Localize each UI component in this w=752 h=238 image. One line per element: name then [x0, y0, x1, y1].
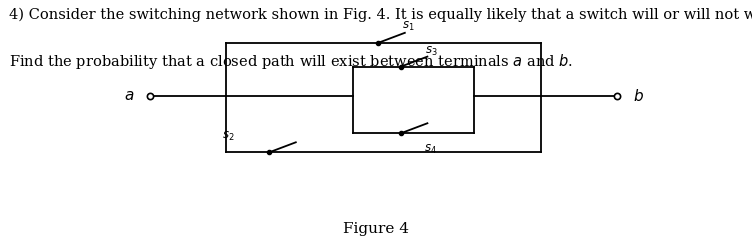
Text: $s_3$: $s_3$	[425, 45, 437, 58]
Text: $s_4$: $s_4$	[424, 143, 438, 157]
Text: $s_2$: $s_2$	[222, 130, 234, 144]
Text: Figure 4: Figure 4	[343, 222, 409, 236]
Text: Find the probability that a closed path will exist between terminals $a$ and $b$: Find the probability that a closed path …	[9, 52, 573, 71]
Text: $s_1$: $s_1$	[402, 20, 414, 33]
Text: 4) Consider the switching network shown in Fig. 4. It is equally likely that a s: 4) Consider the switching network shown …	[9, 7, 752, 21]
Text: $a$: $a$	[123, 89, 134, 103]
Text: $b$: $b$	[633, 88, 644, 104]
